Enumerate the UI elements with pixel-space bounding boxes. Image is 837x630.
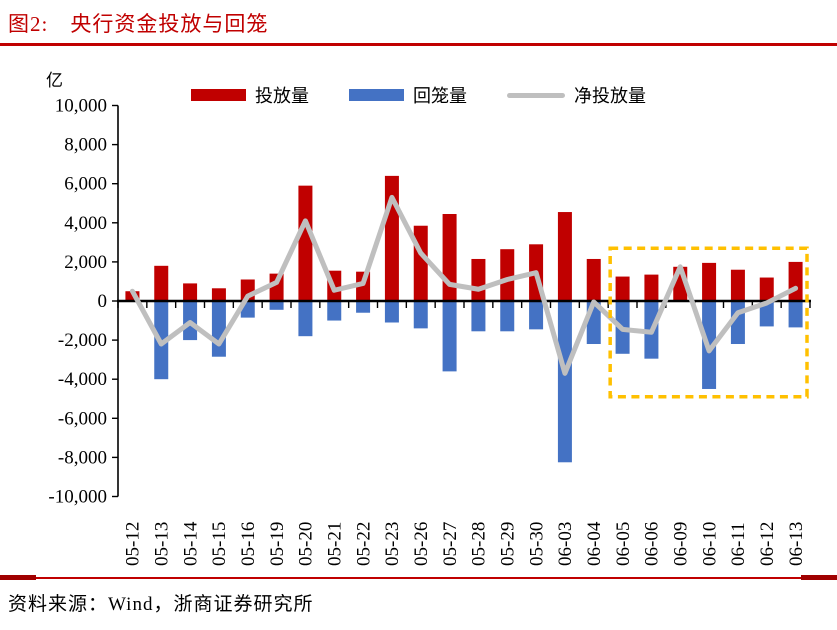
withdrawal-bar (529, 301, 544, 330)
bottom-divider-right-cap (801, 575, 837, 580)
x-tick-label: 05-19 (267, 522, 288, 566)
injection-bar (702, 262, 717, 301)
injection-bar (730, 269, 745, 301)
withdrawal-bar (413, 301, 428, 329)
injection-bar (644, 274, 659, 301)
x-tick-label: 06-11 (728, 522, 749, 566)
legend-item-injection: 投放量 (191, 82, 309, 108)
x-tick-label: 06-10 (699, 522, 720, 566)
withdrawal-bar (327, 301, 342, 321)
x-tick-label: 05-16 (238, 522, 259, 566)
y-tick-label: -4,000 (58, 369, 107, 390)
figure-title: 图2: 央行资金投放与回笼 (8, 8, 268, 38)
figure-number: 图2: (8, 12, 49, 36)
y-tick-label: 2,000 (64, 252, 107, 273)
withdrawal-bar (211, 301, 226, 357)
withdrawal-bar (356, 301, 371, 313)
injection-bar (759, 277, 774, 301)
injection-bar (154, 265, 169, 301)
y-axis-unit-label: 亿 (46, 71, 63, 90)
withdrawal-bar (298, 301, 313, 337)
injection-bar (788, 261, 803, 301)
bottom-divider-line (0, 577, 837, 579)
bottom-divider-left-cap (0, 575, 36, 580)
withdrawal-bar (442, 301, 457, 372)
x-tick-label: 05-29 (498, 522, 519, 566)
x-tick-label: 05-15 (209, 522, 230, 566)
injection-bar (442, 214, 457, 301)
injection-bar (557, 212, 572, 301)
figure-title-text: 央行资金投放与回笼 (70, 12, 269, 36)
y-tick-label: 8,000 (64, 135, 107, 156)
x-tick-label: 06-12 (757, 522, 778, 566)
injection-bar (615, 276, 630, 301)
x-tick-label: 05-13 (152, 522, 173, 566)
x-tick-label: 05-12 (123, 522, 144, 566)
net-line (129, 194, 799, 376)
y-tick-label: 0 (98, 291, 108, 312)
top-divider-line (0, 43, 837, 46)
injection-bar (413, 225, 428, 301)
injection-bar (298, 185, 313, 301)
data-source-note: 资料来源：Wind，浙商证券研究所 (8, 594, 314, 615)
withdrawal-bar (788, 301, 803, 328)
x-tick-label: 06-13 (786, 522, 807, 566)
x-tick-label: 05-26 (411, 522, 432, 566)
legend-label-injection: 投放量 (255, 86, 309, 106)
injection-bar (183, 283, 198, 301)
legend-label-net: 净投放量 (574, 86, 646, 106)
y-tick-label: 4,000 (64, 213, 107, 234)
y-tick-label: -8,000 (58, 447, 107, 468)
withdrawal-bar (500, 301, 515, 332)
y-tick-label: 6,000 (64, 174, 107, 195)
legend-item-withdrawal: 回笼量 (349, 82, 467, 108)
x-tick-label: 06-09 (671, 522, 692, 566)
chart-legend: 投放量 回笼量 净投放量 (0, 82, 837, 108)
x-tick-label: 05-22 (353, 522, 374, 566)
x-tick-label: 06-06 (642, 522, 663, 566)
legend-item-net: 净投放量 (507, 82, 646, 108)
injection-bar (586, 258, 601, 301)
y-tick-label: -6,000 (58, 408, 107, 429)
injection-swatch-icon (191, 89, 246, 101)
withdrawal-bar (471, 301, 486, 332)
x-tick-label: 05-27 (440, 522, 461, 566)
x-tick-label: 05-23 (382, 522, 403, 566)
injection-bar (384, 175, 399, 301)
x-tick-label: 05-21 (325, 522, 346, 566)
highlight-box (608, 246, 809, 399)
withdrawal-bar (759, 301, 774, 327)
x-tick-label: 05-14 (180, 521, 201, 566)
y-tick-label: -10,000 (48, 487, 107, 508)
injection-bar (211, 288, 226, 301)
x-tick-label: 05-30 (526, 522, 547, 566)
net-line-swatch-icon (507, 92, 565, 98)
x-tick-label: 06-04 (584, 521, 605, 566)
x-tick-label: 05-28 (469, 522, 490, 566)
x-tick-label: 06-05 (613, 522, 634, 566)
injection-bar (471, 258, 486, 301)
withdrawal-bar (557, 301, 572, 463)
injection-bar (500, 249, 515, 301)
legend-label-withdrawal: 回笼量 (413, 86, 467, 106)
withdrawal-bar (269, 301, 284, 310)
y-tick-label: 10,000 (55, 96, 107, 117)
y-tick-label: -2,000 (58, 330, 107, 351)
x-tick-label: 06-03 (555, 522, 576, 566)
withdrawal-bar (384, 301, 399, 323)
x-tick-label: 05-20 (296, 522, 317, 566)
withdrawal-swatch-icon (349, 89, 404, 101)
